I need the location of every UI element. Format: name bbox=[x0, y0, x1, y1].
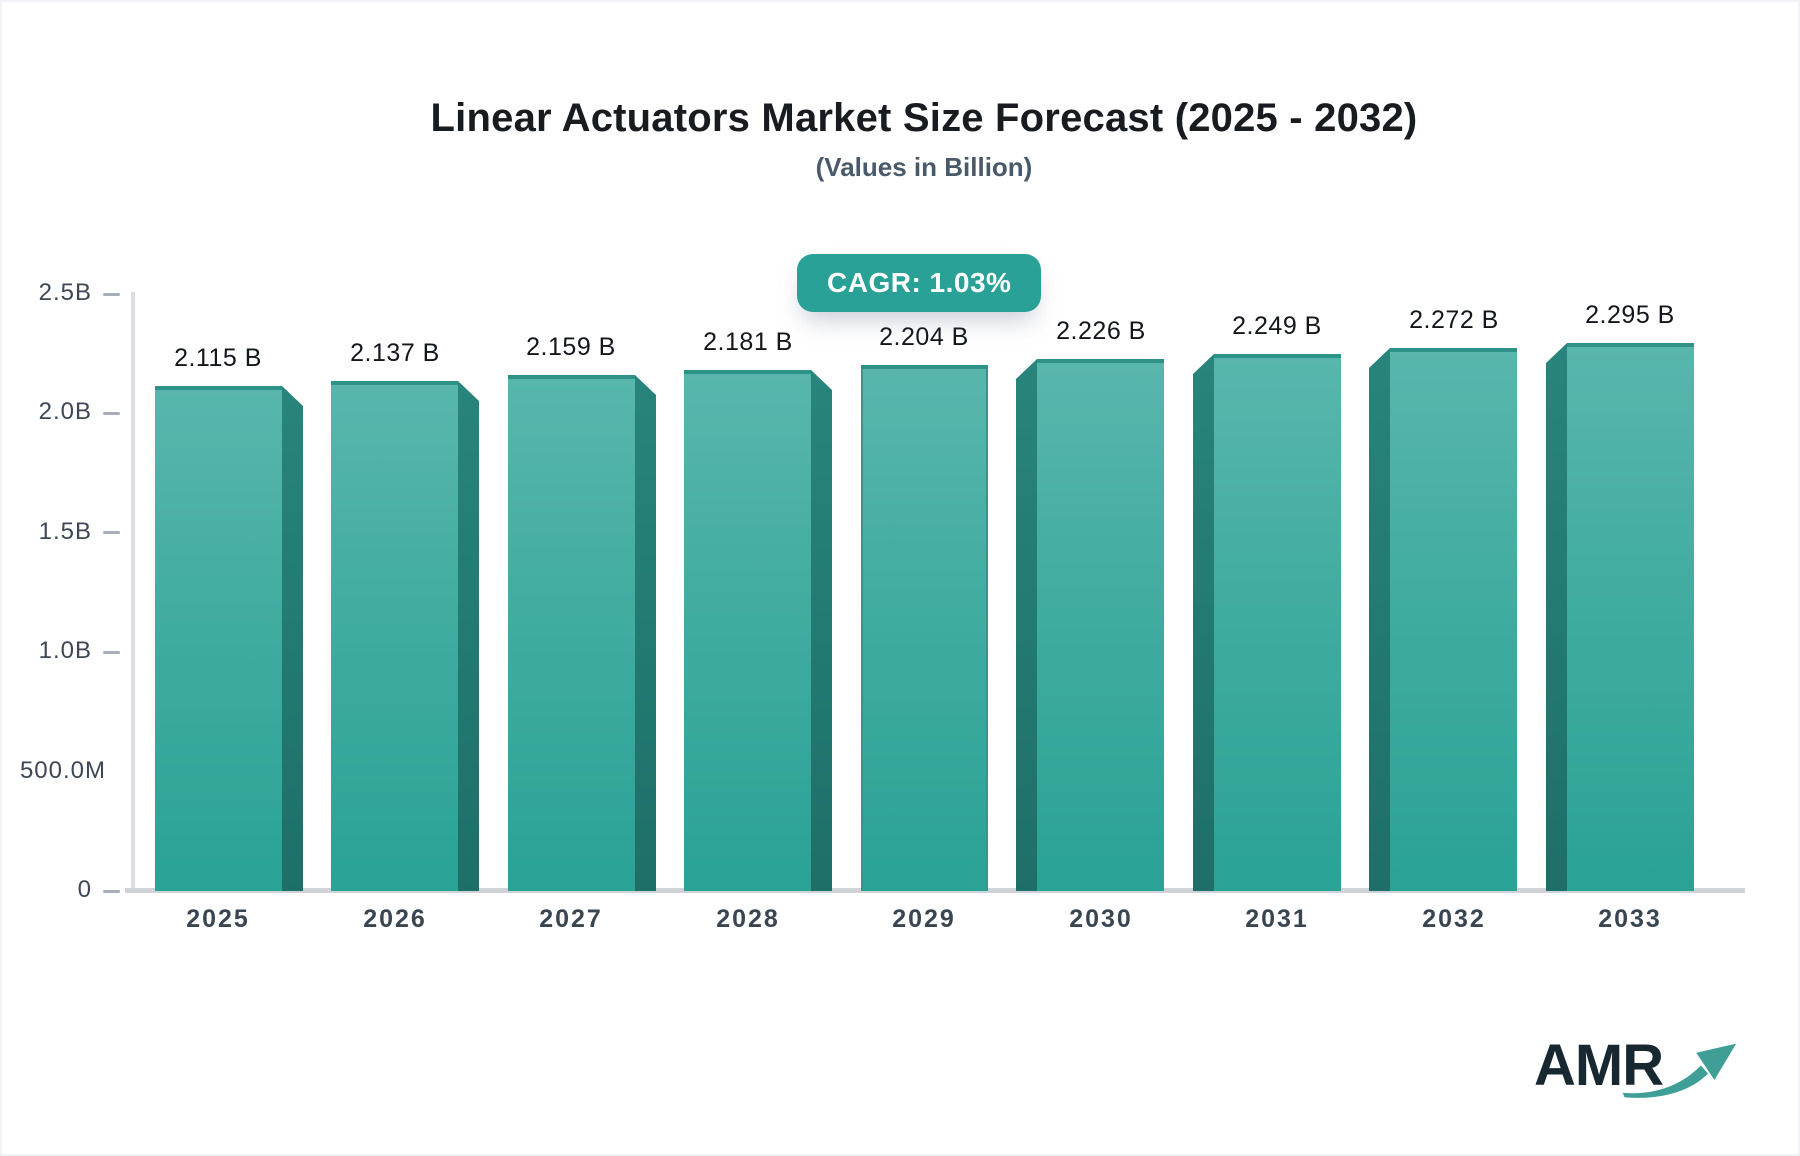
x-tick-2030: 2030 bbox=[1069, 905, 1133, 933]
bar-side-2028 bbox=[811, 370, 832, 891]
y-tick-label: 2.5B bbox=[38, 279, 92, 306]
y-tick-dash bbox=[103, 651, 120, 654]
x-tick-2029: 2029 bbox=[892, 905, 956, 933]
y-tick-label: 1.0B bbox=[38, 637, 92, 664]
bar-side-2030 bbox=[1016, 359, 1037, 891]
x-tick-2026: 2026 bbox=[363, 905, 427, 933]
page-subtitle: (Values in Billion) bbox=[815, 152, 1033, 182]
bar-value-2029: 2.204 B bbox=[879, 323, 969, 351]
bar-2030 bbox=[1037, 359, 1164, 891]
bar-2032 bbox=[1390, 348, 1517, 891]
y-tick-label: 1.5B bbox=[38, 518, 92, 545]
y-tick-label: 0 bbox=[77, 876, 92, 903]
logo-text: AMR bbox=[1534, 1033, 1664, 1098]
bar-value-2027: 2.159 B bbox=[526, 333, 616, 361]
bar-value-2033: 2.295 B bbox=[1585, 301, 1675, 329]
bar-side-2032 bbox=[1369, 348, 1390, 891]
bar-value-2031: 2.249 B bbox=[1232, 312, 1322, 340]
amr-logo: AMR bbox=[1534, 1032, 1794, 1122]
bar-side-2025 bbox=[282, 386, 303, 891]
y-tick-label: 500.0M bbox=[19, 757, 106, 784]
cagr-badge: CAGR: 1.03% bbox=[797, 254, 1042, 312]
bar-2028 bbox=[684, 370, 811, 891]
bar-value-2032: 2.272 B bbox=[1409, 306, 1499, 334]
bar-2025 bbox=[155, 386, 282, 891]
x-tick-2033: 2033 bbox=[1598, 905, 1662, 933]
y-tick-dash bbox=[103, 531, 120, 534]
y-tick-dash bbox=[103, 412, 120, 415]
bar-2026 bbox=[331, 381, 458, 891]
x-tick-2025: 2025 bbox=[186, 905, 250, 933]
bar-2029 bbox=[861, 365, 988, 891]
y-tick-label: 2.0B bbox=[38, 398, 92, 425]
bar-value-2030: 2.226 B bbox=[1056, 317, 1146, 345]
bar-side-2026 bbox=[458, 381, 479, 891]
bar-2031 bbox=[1214, 354, 1341, 891]
bar-2033 bbox=[1567, 343, 1694, 891]
bar-value-2028: 2.181 B bbox=[703, 328, 793, 356]
bar-side-2031 bbox=[1193, 354, 1214, 891]
bar-side-2033 bbox=[1546, 343, 1567, 891]
y-axis-line bbox=[131, 292, 135, 892]
y-tick-dash bbox=[103, 293, 120, 296]
x-tick-2031: 2031 bbox=[1245, 905, 1309, 933]
y-tick-dash bbox=[103, 890, 120, 893]
bar-value-2025: 2.115 B bbox=[174, 344, 262, 372]
bar-2027 bbox=[508, 375, 635, 891]
x-tick-2032: 2032 bbox=[1422, 905, 1486, 933]
growth-arrow-icon bbox=[1622, 1043, 1737, 1098]
bar-value-2026: 2.137 B bbox=[350, 339, 440, 367]
bar-side-2027 bbox=[635, 375, 656, 891]
page-title: Linear Actuators Market Size Forecast (2… bbox=[430, 96, 1418, 140]
x-tick-2027: 2027 bbox=[539, 905, 603, 933]
x-tick-2028: 2028 bbox=[716, 905, 780, 933]
